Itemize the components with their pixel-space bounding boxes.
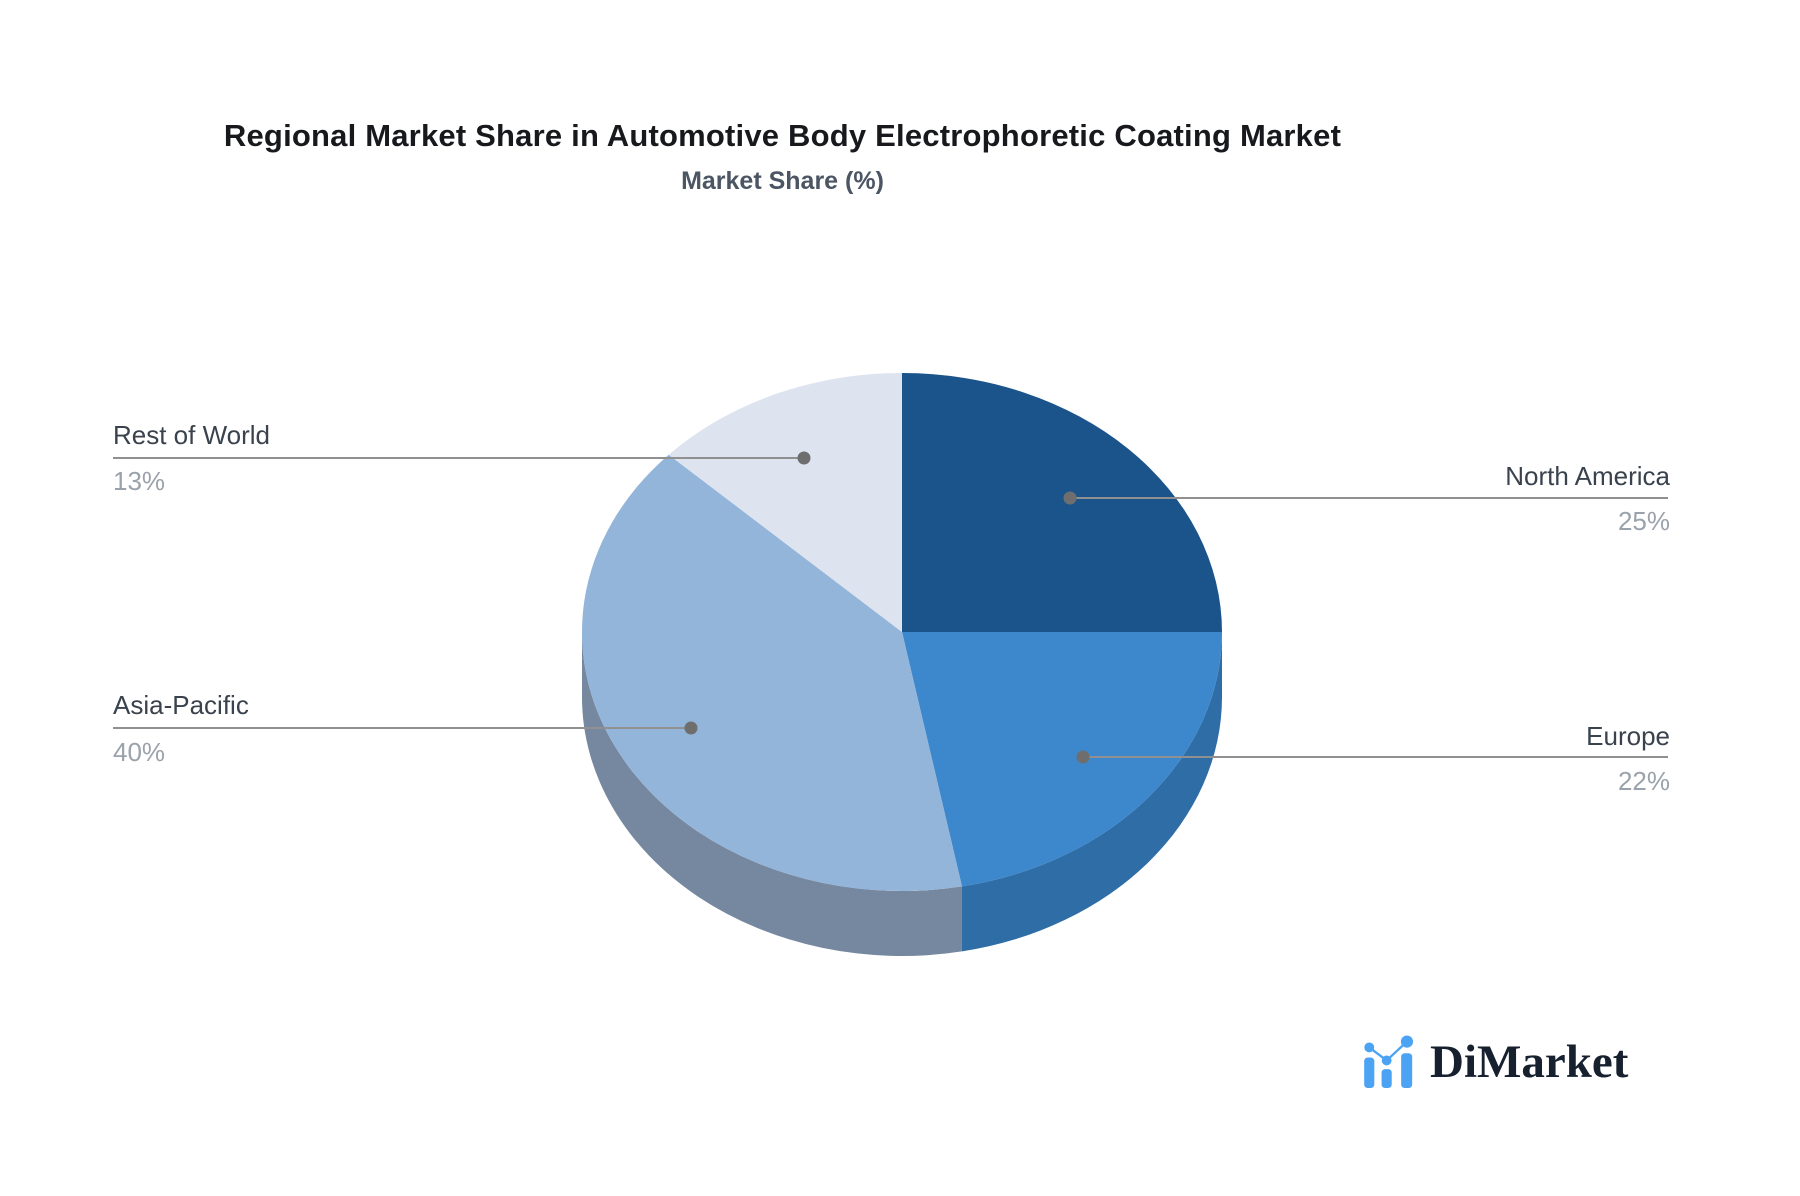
pie-slice-rest-of-world[interactable] xyxy=(668,373,902,632)
slice-pct-north-america: 25% xyxy=(1617,506,1670,536)
slice-pct-asia-pacific: 40% xyxy=(113,737,166,767)
slice-label-europe: Europe xyxy=(1586,721,1670,751)
pie-slice-north-america[interactable] xyxy=(902,373,1222,632)
slice-label-north-america: North America xyxy=(1505,461,1670,491)
logo-text: DiMarket xyxy=(1430,1036,1629,1088)
dimarket-logo: DiMarket xyxy=(1362,1030,1628,1088)
slice-label-rest-of-world: Rest of World xyxy=(113,420,271,450)
chart-title: Regional Market Share in Automotive Body… xyxy=(223,118,1342,153)
slice-pct-europe: 22% xyxy=(1617,766,1670,796)
leader-dot-europe xyxy=(1076,750,1090,764)
pie-slice-europe[interactable] xyxy=(902,632,1222,887)
pie-side-europe xyxy=(961,632,1222,952)
bar-line-chart-icon xyxy=(1364,1035,1414,1088)
leader-dot-north-america xyxy=(1063,491,1077,505)
leader-dot-rest-of-world xyxy=(797,451,811,465)
slice-label-asia-pacific: Asia-Pacific xyxy=(113,690,249,720)
slice-pct-rest-of-world: 13% xyxy=(113,466,166,496)
pie-slice-asia-pacific[interactable] xyxy=(581,454,962,891)
pie-side-asia-pacific xyxy=(582,632,962,956)
leader-dot-asia-pacific xyxy=(684,721,698,735)
chart-subtitle: Market Share (%) xyxy=(681,167,884,195)
